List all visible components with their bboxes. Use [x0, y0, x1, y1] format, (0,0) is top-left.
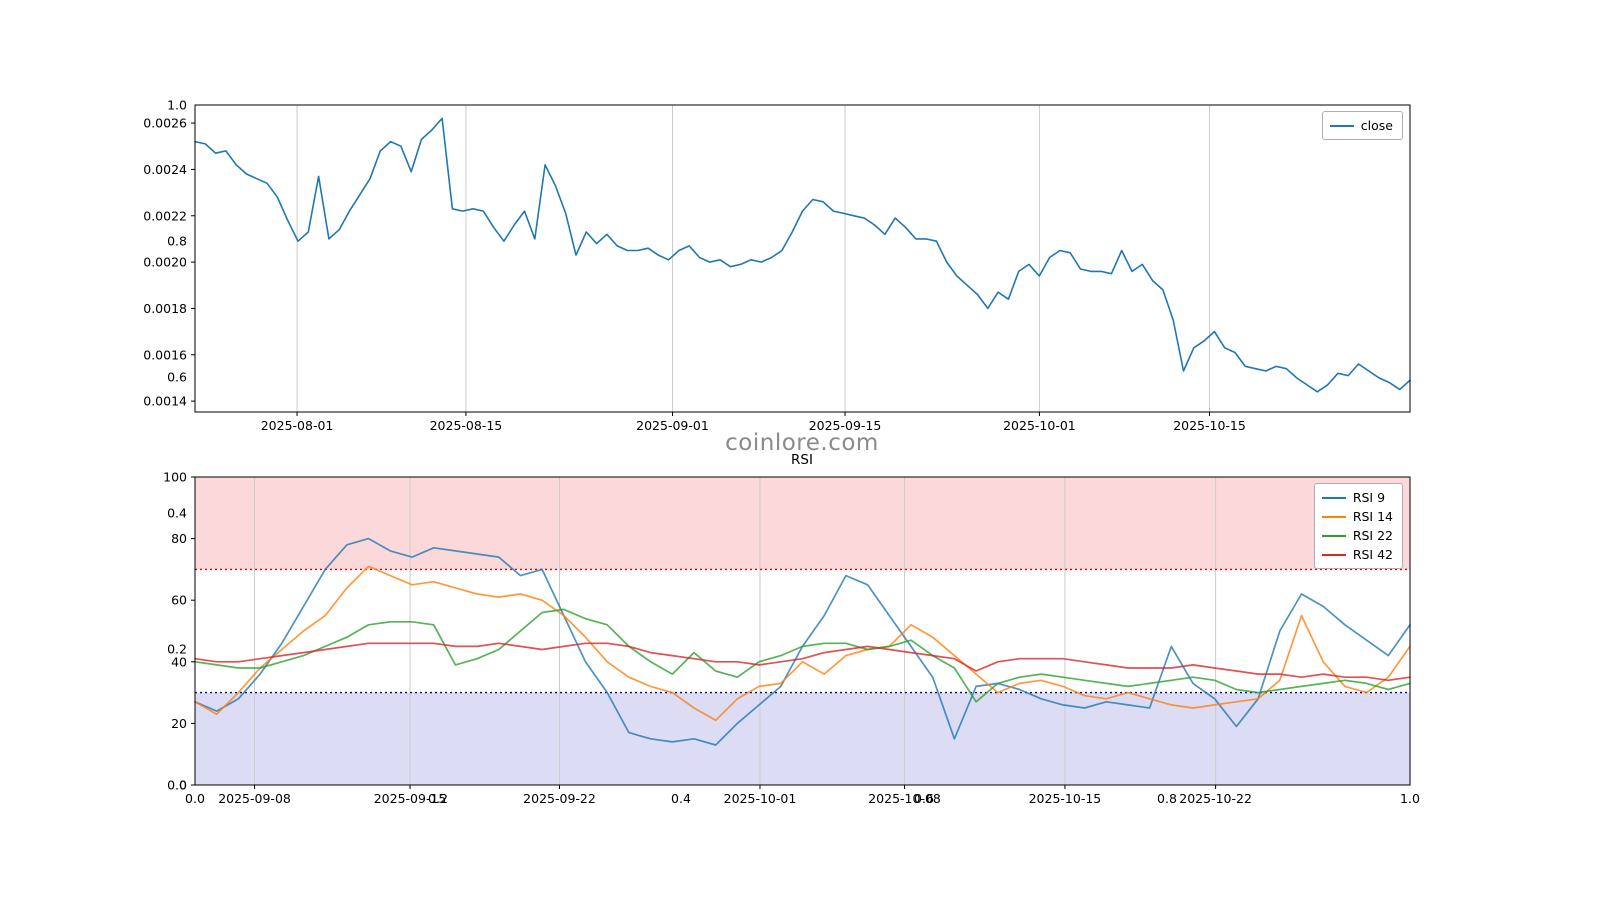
- price-y-tick-label: 0.0016: [143, 347, 187, 362]
- rsi-x-tick-label: 2025-09-08: [218, 791, 291, 806]
- rsi-y-tick-label: 0: [179, 778, 187, 793]
- legend-label: RSI 14: [1352, 509, 1393, 524]
- legend-item-close: close: [1329, 116, 1393, 135]
- rsi-x-tick-label: 2025-10-22: [1179, 791, 1252, 806]
- legend-label: RSI 9: [1352, 490, 1386, 505]
- legend-label: RSI 42: [1352, 547, 1393, 562]
- price-y-tick-label: 0.0024: [143, 162, 187, 177]
- price-series-close: [194, 117, 1411, 393]
- figure-x-tick-label: 0.4: [671, 791, 691, 806]
- price-x-tick-label: 2025-08-01: [261, 418, 334, 433]
- figure-x-tick-label: 1.0: [1400, 791, 1420, 806]
- rsi-y-tick-label: 60: [171, 593, 187, 608]
- price-x-tick-label: 2025-09-15: [809, 418, 882, 433]
- price-x-tick-label: 2025-10-01: [1003, 418, 1076, 433]
- price-x-tick-label: 2025-09-01: [636, 418, 709, 433]
- figure-x-tick-label: 0.0: [185, 791, 205, 806]
- rsi-y-tick-label: 40: [171, 654, 187, 669]
- legend-label: close: [1360, 118, 1393, 133]
- rsi-y-tick-label: 100: [163, 470, 187, 485]
- rsi-plot-border: [194, 476, 1411, 786]
- price-y-tick-label: 0.0026: [143, 116, 187, 131]
- rsi-series-rsi-22: [194, 608, 1411, 703]
- figure-x-tick-label: 0.8: [1157, 791, 1177, 806]
- price-y-tick-label: 0.0014: [143, 394, 187, 409]
- legend-line-sample: [1329, 124, 1354, 127]
- legend-line-sample: [1321, 496, 1346, 499]
- rsi-series-rsi-14: [194, 565, 1411, 722]
- figure-y-tick-label: 0.6: [167, 370, 187, 385]
- legend-item-rsi-22: RSI 22: [1321, 526, 1393, 545]
- legend-item-rsi-9: RSI 9: [1321, 488, 1393, 507]
- legend-line-sample: [1321, 553, 1346, 556]
- rsi-y-tick-label: 80: [171, 531, 187, 546]
- price-x-tick-label: 2025-10-15: [1173, 418, 1246, 433]
- rsi-legend: RSI 9 RSI 14 RSI 22 RSI 42: [1313, 483, 1403, 569]
- rsi-panel-title: RSI: [791, 452, 813, 468]
- price-y-tick-label: 0.0020: [143, 255, 187, 270]
- figure-x-tick-label: 0.2: [428, 791, 448, 806]
- rsi-x-tick-label: 2025-09-22: [523, 791, 596, 806]
- legend-line-sample: [1321, 534, 1346, 537]
- rsi-x-tick-label: 2025-09-15: [374, 791, 447, 806]
- figure-x-tick-label: 0.6: [914, 791, 934, 806]
- price-y-tick-label: 0.0022: [143, 208, 187, 223]
- legend-item-rsi-42: RSI 42: [1321, 545, 1393, 564]
- figure-y-tick-label: 0.4: [167, 506, 187, 521]
- legend-item-rsi-14: RSI 14: [1321, 507, 1393, 526]
- legend-label: RSI 22: [1352, 528, 1393, 543]
- figure-y-tick-label: 0.2: [167, 642, 187, 657]
- rsi-band-overbought: [195, 477, 1410, 570]
- price-y-tick-label: 0.0018: [143, 301, 187, 316]
- legend-line-sample: [1321, 515, 1346, 518]
- rsi-x-tick-label: 2025-10-01: [724, 791, 797, 806]
- rsi-x-tick-label: 2025-10-15: [1029, 791, 1102, 806]
- watermark: coinlore.com: [725, 430, 879, 456]
- rsi-band-oversold: [195, 692, 1410, 785]
- price-plot-border: [194, 104, 1411, 413]
- price-x-tick-label: 2025-08-15: [430, 418, 503, 433]
- rsi-x-tick-label: 2025-10-08: [868, 791, 941, 806]
- figure-y-tick-label: 0.8: [167, 234, 187, 249]
- figure-y-tick-label: 1.0: [167, 98, 187, 113]
- rsi-series-rsi-42: [194, 642, 1411, 682]
- figure-y-tick-label: 0.0: [167, 778, 187, 793]
- rsi-y-tick-label: 20: [171, 716, 187, 731]
- price-legend: close: [1321, 111, 1403, 140]
